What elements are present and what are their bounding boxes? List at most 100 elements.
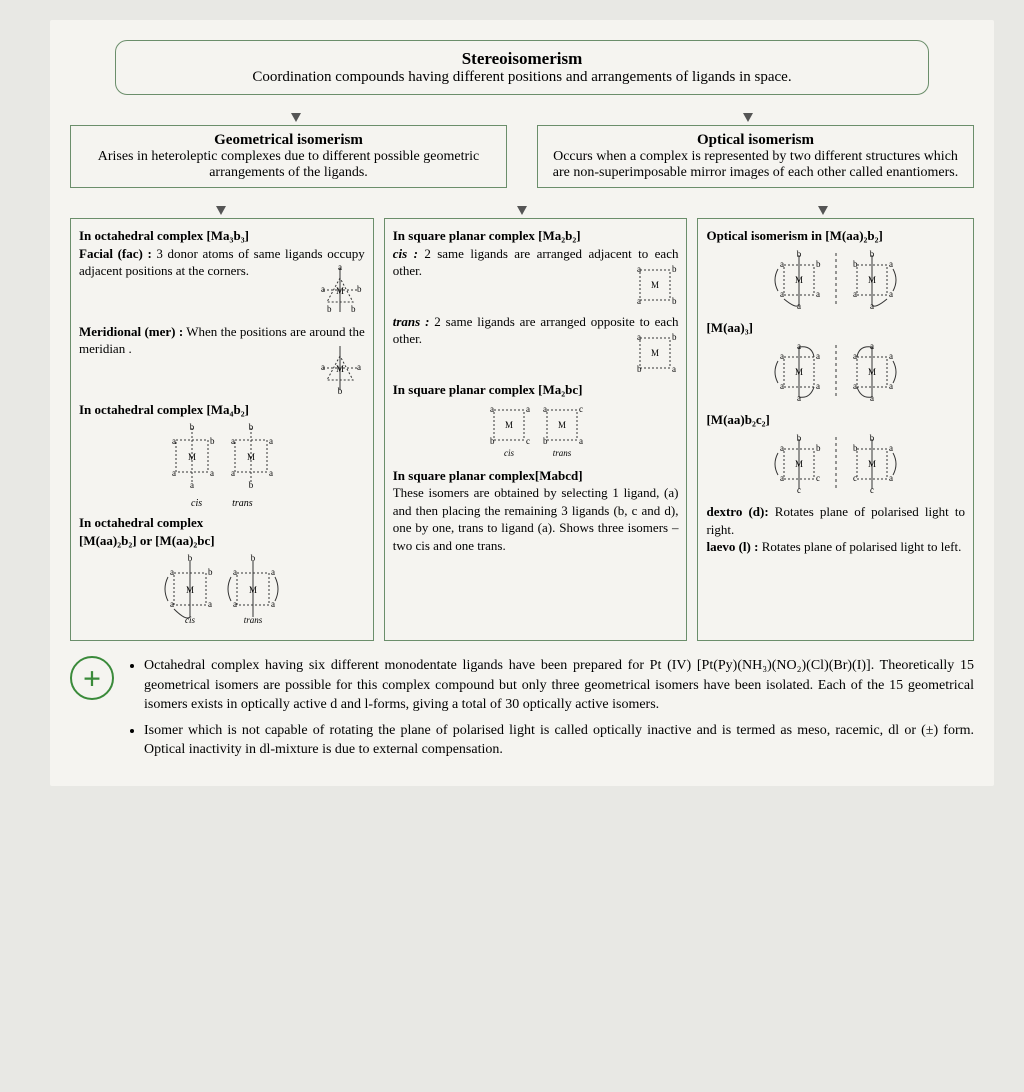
sq-trans-diagram: ab ba M — [632, 330, 678, 381]
svg-text:a: a — [816, 351, 820, 361]
svg-text:a: a — [780, 381, 784, 391]
octa-mer-diagram: aa M b — [315, 340, 365, 401]
svg-text:b: b — [249, 480, 254, 488]
octa-h2: In octahedral complex [Ma₄b₂] — [79, 402, 249, 417]
svg-text:c: c — [853, 473, 857, 483]
branch-row: Geometrical isomerism Arises in heterole… — [70, 125, 974, 188]
detail-row: In octahedral complex [Ma₃b₃] Facial (fa… — [70, 218, 974, 641]
svg-text:a: a — [271, 567, 275, 577]
note-bullet-2: Isomer which is not capable of rotating … — [144, 721, 974, 760]
svg-text:a: a — [321, 362, 325, 372]
svg-text:b: b — [490, 436, 495, 446]
sq-cis-diagram: ab ab M — [632, 262, 678, 313]
svg-text:a: a — [579, 436, 583, 446]
svg-text:b: b — [672, 264, 677, 274]
svg-text:a: a — [172, 468, 176, 478]
notes-list: Octahedral complex having six different … — [126, 656, 974, 766]
geometrical-box: Geometrical isomerism Arises in heterole… — [70, 125, 507, 188]
svg-text:M: M — [651, 280, 659, 290]
arrow-down-icon — [216, 206, 226, 215]
trans-label: trans — [232, 498, 253, 509]
svg-text:a: a — [780, 289, 784, 299]
opt-h1: Optical isomerism in [M(aa)₂b₂] — [706, 228, 882, 243]
sq-h1: In square planar complex [Ma₂b₂] — [393, 228, 581, 243]
svg-text:a: a — [170, 567, 174, 577]
svg-text:M: M — [795, 367, 803, 377]
svg-text:a: a — [208, 599, 212, 609]
geometrical-body: Arises in heteroleptic complexes due to … — [81, 149, 496, 181]
svg-text:M: M — [247, 452, 255, 462]
svg-text:b: b — [637, 364, 642, 374]
arrow-down-icon — [517, 206, 527, 215]
svg-text:b: b — [208, 567, 213, 577]
main-subheading: Coordination compounds having different … — [136, 69, 908, 86]
svg-text:M: M — [795, 275, 803, 285]
main-heading: Stereoisomerism — [136, 49, 908, 69]
opt-h2: [M(aa)₃] — [706, 320, 752, 335]
sq-h3: In square planar complex[Mabcd] — [393, 468, 583, 483]
svg-text:a: a — [321, 284, 325, 294]
svg-text:b: b — [190, 422, 195, 432]
svg-text:M: M — [868, 459, 876, 469]
sq-ma2bc-diagrams: aa bc M cis ac ba M trans — [393, 402, 679, 463]
svg-text:M: M — [651, 348, 659, 358]
arrow-down-icon — [743, 113, 753, 122]
octa-ma4b2-diagrams: bab aaM a baa aaM b cistrans — [79, 422, 365, 510]
opt-maa2b2-diagrams: bab aaa M bba aaa M — [706, 249, 965, 316]
svg-text:a: a — [233, 599, 237, 609]
svg-text:a: a — [870, 393, 874, 403]
svg-text:b: b — [870, 249, 875, 259]
svg-text:a: a — [889, 443, 893, 453]
laevo-label: laevo (l) : — [706, 539, 758, 554]
svg-text:a: a — [780, 351, 784, 361]
fac-label: Facial (fac) : — [79, 246, 152, 261]
svg-text:a: a — [526, 404, 530, 414]
svg-text:a: a — [797, 393, 801, 403]
svg-text:a: a — [357, 362, 361, 372]
svg-text:a: a — [853, 381, 857, 391]
page-container: Stereoisomerism Coordination compounds h… — [50, 20, 994, 786]
opt-maa3-diagrams: M aaaa aa M aaaa aa — [706, 341, 965, 408]
optical-box: Optical isomerism Occurs when a complex … — [537, 125, 974, 188]
sq-h2: In square planar complex [Ma₂bc] — [393, 382, 583, 397]
octa-fac-diagram: a ab bb M — [315, 262, 365, 323]
svg-text:M: M — [249, 585, 257, 595]
square-planar-box: In square planar complex [Ma₂b₂] cis : 2… — [384, 218, 688, 641]
sq-trans-label: trans : — [393, 314, 430, 329]
svg-text:a: a — [853, 351, 857, 361]
svg-text:c: c — [526, 436, 530, 446]
svg-text:a: a — [889, 289, 893, 299]
svg-text:a: a — [637, 296, 641, 306]
svg-text:a: a — [870, 301, 874, 311]
svg-text:a: a — [889, 259, 893, 269]
svg-text:b: b — [351, 304, 356, 314]
svg-text:b: b — [188, 553, 193, 563]
svg-text:b: b — [853, 259, 858, 269]
svg-text:c: c — [816, 473, 820, 483]
svg-text:b: b — [672, 296, 677, 306]
arrow-row-2 — [70, 198, 974, 218]
svg-text:b: b — [357, 284, 362, 294]
svg-text:b: b — [543, 436, 548, 446]
octahedral-box: In octahedral complex [Ma₃b₃] Facial (fa… — [70, 218, 374, 641]
svg-text:a: a — [816, 289, 820, 299]
svg-text:a: a — [170, 599, 174, 609]
svg-text:b: b — [816, 443, 821, 453]
optical-body: Occurs when a complex is represented by … — [548, 149, 963, 181]
svg-text:trans: trans — [244, 615, 263, 623]
opt-h3: [M(aa)b₂c₂] — [706, 412, 769, 427]
octa-chelate-diagrams: bab aaM cis baa aaM trans — [79, 553, 365, 628]
svg-text:c: c — [870, 485, 874, 495]
sq-cis-label: cis : — [393, 246, 418, 261]
geometrical-heading: Geometrical isomerism — [81, 132, 496, 149]
svg-text:a: a — [870, 341, 874, 351]
opt-maab2c2-diagrams: bab acc M bba cac M — [706, 433, 965, 500]
octa-h3b: [M(aa)₂b₂] or [M(aa)₂bc] — [79, 533, 215, 548]
svg-text:b: b — [870, 433, 875, 443]
svg-text:a: a — [672, 364, 676, 374]
arrow-down-icon — [818, 206, 828, 215]
svg-text:M: M — [186, 585, 194, 595]
svg-text:a: a — [233, 567, 237, 577]
note-bullet-1: Octahedral complex having six different … — [144, 656, 974, 715]
title-box: Stereoisomerism Coordination compounds h… — [115, 40, 929, 95]
